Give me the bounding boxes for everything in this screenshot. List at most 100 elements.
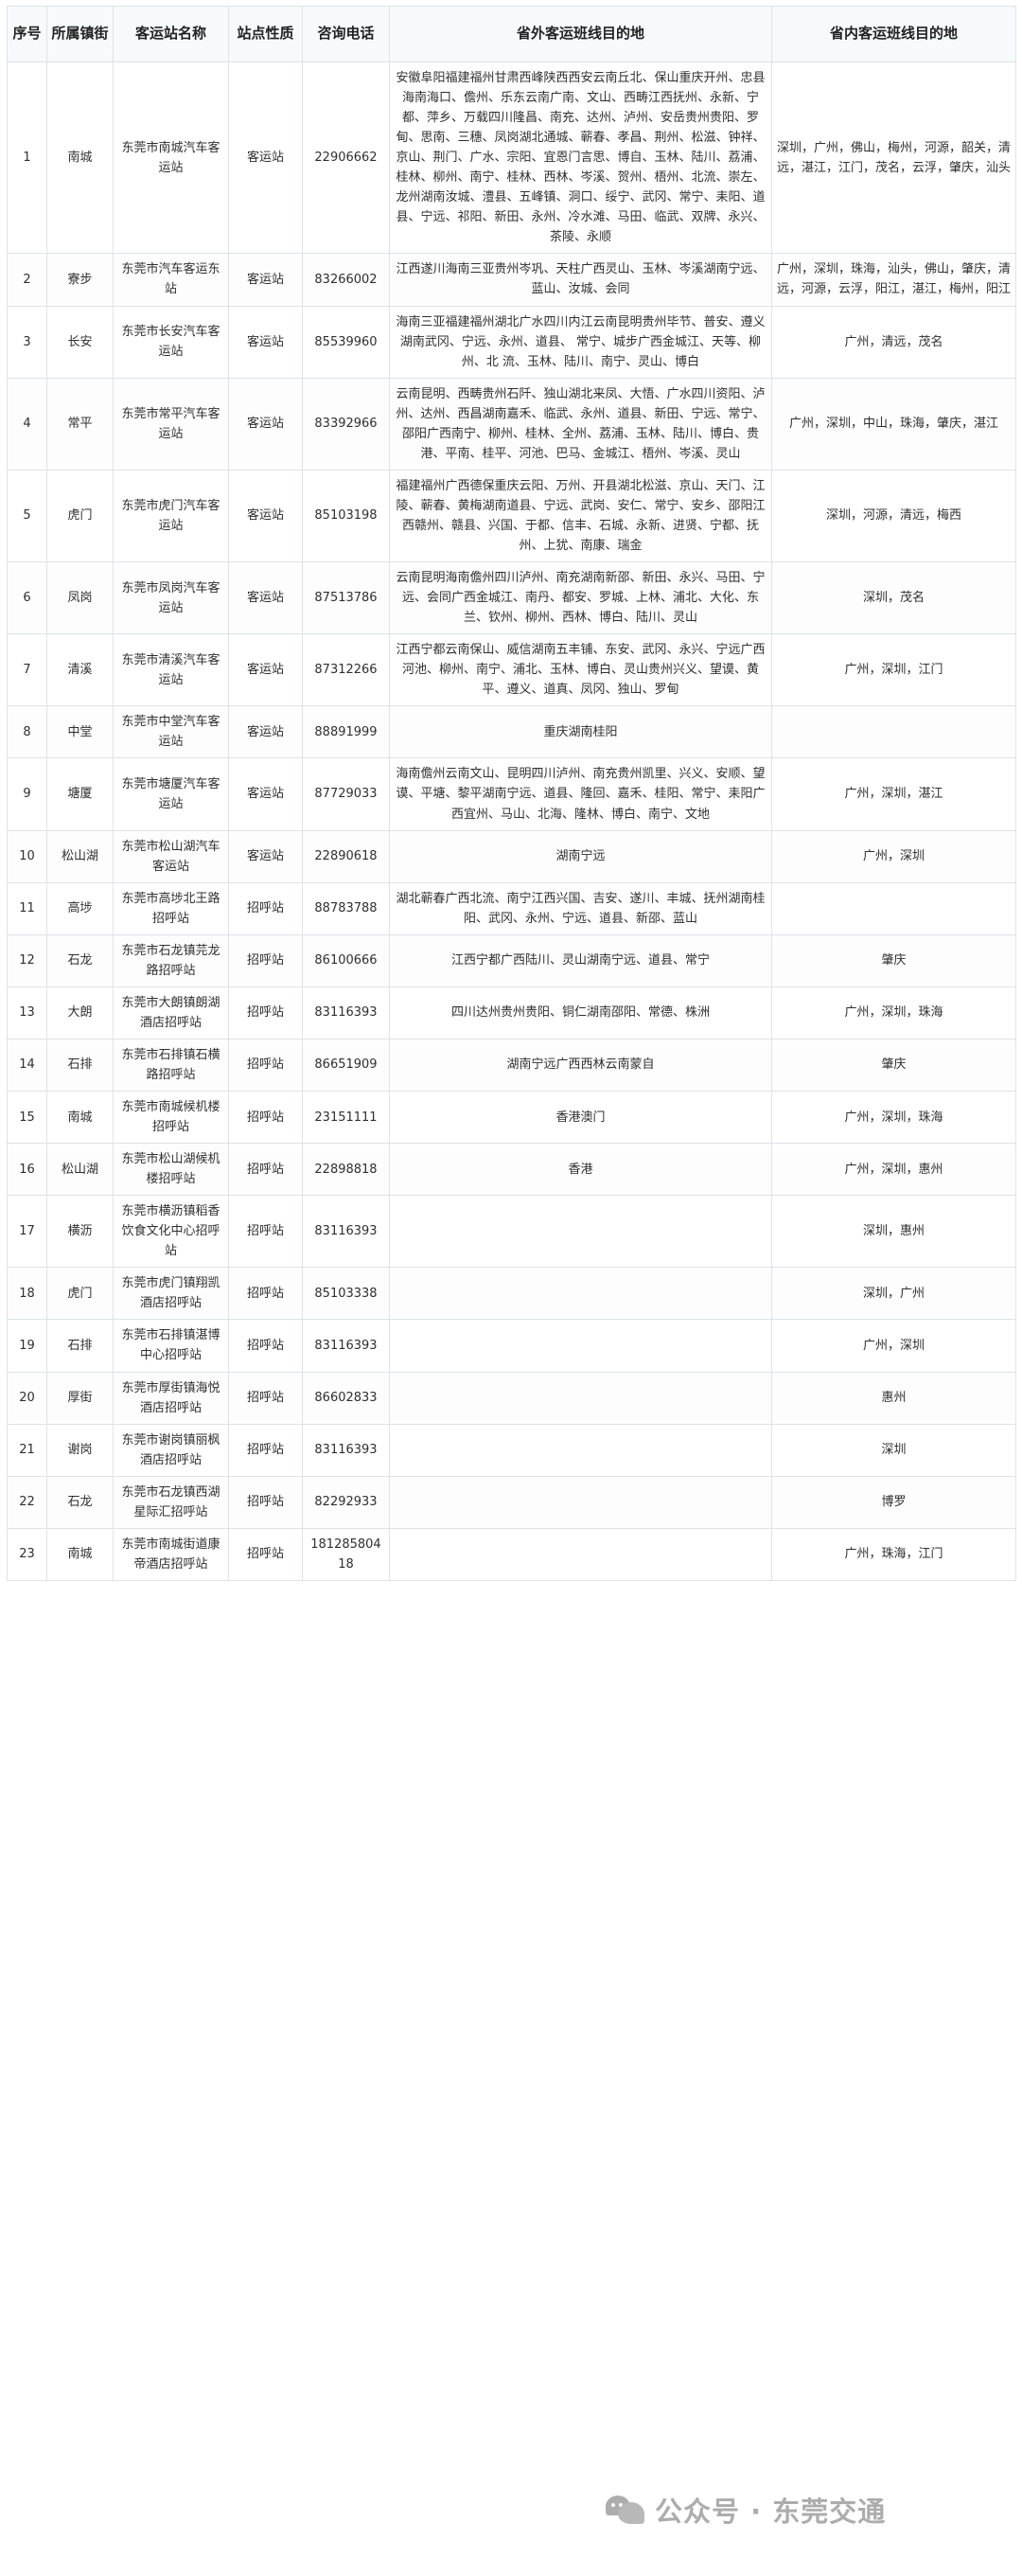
table-row: 8 中堂 东莞市中堂汽车客运站 客运站 88891999 重庆湖南桂阳 (7, 705, 1016, 759)
cell-phone: 86100666 (302, 933, 390, 987)
cell-phone: 85539960 (302, 305, 390, 379)
cell-out: 江西宁都云南保山、威信湖南五丰铺、东安、武冈、永兴、宁远广西河池、柳州、南宁、浦… (389, 633, 772, 707)
table-row: 1 南城 东莞市南城汽车客运站 客运站 22906662 安徽阜阳福建福州甘肃西峰陕西西安… (7, 61, 1016, 255)
cell-out (389, 1527, 772, 1581)
cell-name: 东莞市横沥镇稻香饮食文化中心招呼站 (113, 1195, 229, 1269)
watermark: 公众号 · 东莞交通 (606, 2490, 886, 2530)
cell-phone: 22890618 (302, 829, 390, 883)
cell-name: 东莞市南城候机楼招呼站 (113, 1091, 229, 1145)
cell-out (389, 1371, 772, 1425)
cell-town: 塘厦 (46, 757, 114, 831)
cell-name: 东莞市松山湖汽车客运站 (113, 829, 229, 883)
table-row: 4 常平 东莞市常平汽车客运站 客运站 83392966 云南昆明、西畴贵州石阡、独山湖北… (7, 377, 1016, 471)
cell-in: 广州，深圳，中山，珠海，肇庆，湛江 (771, 377, 1016, 471)
column-header-station-name: 客运站名称 (113, 6, 229, 62)
table-row: 15 南城 东莞市南城候机楼招呼站 招呼站 23151111 香港澳门 广州，深圳，珠海 (7, 1091, 1016, 1145)
cell-town: 谢岗 (46, 1423, 114, 1477)
table-row: 14 石排 东莞市石排镇石横路招呼站 招呼站 86651909 湖南宁远广西西林云南蒙自肇… (7, 1038, 1016, 1093)
cell-idx: 17 (7, 1195, 47, 1269)
cell-type: 招呼站 (228, 1091, 303, 1145)
cell-name: 东莞市厚街镇海悦酒店招呼站 (113, 1371, 229, 1425)
table-row: 6 凤岗 东莞市凤岗汽车客运站 客运站 87513786 云南昆明海南儋州四川泸州、南充湖… (7, 561, 1016, 635)
table-body: 1 南城 东莞市南城汽车客运站 客运站 22906662 安徽阜阳福建福州甘肃西峰陕西西安… (7, 61, 1016, 1581)
cell-name: 东莞市石排镇石横路招呼站 (113, 1038, 229, 1093)
table-row: 11 高埗 东莞市高埗北王路招呼站 招呼站 88783788 湖北蕲春广西北流、南宁江西兴… (7, 881, 1016, 935)
cell-phone: 86651909 (302, 1038, 390, 1093)
column-header-phone: 咨询电话 (302, 6, 390, 62)
cell-idx: 22 (7, 1475, 47, 1529)
cell-name: 东莞市凤岗汽车客运站 (113, 561, 229, 635)
cell-idx: 18 (7, 1267, 47, 1321)
cell-type: 客运站 (228, 377, 303, 471)
cell-out: 香港 (389, 1143, 772, 1197)
cell-in: 广州，深圳，湛江 (771, 757, 1016, 831)
cell-name: 东莞市石排镇湛博中心招呼站 (113, 1319, 229, 1373)
cell-type: 客运站 (228, 61, 303, 255)
table-header: 序号 所属镇街 客运站名称 站点性质 咨询电话 省外客运班线目的地 省内客运班线… (7, 6, 1016, 62)
cell-in: 广州，深圳 (771, 829, 1016, 883)
cell-in: 肇庆 (771, 1038, 1016, 1093)
cell-in: 广州，深圳，珠海 (771, 986, 1016, 1039)
cell-out: 湖北蕲春广西北流、南宁江西兴国、吉安、遂川、丰城、抚州湖南桂阳、武冈、永州、宁远… (389, 881, 772, 935)
cell-name: 东莞市石龙镇芫龙路招呼站 (113, 933, 229, 987)
cell-town: 石龙 (46, 1475, 114, 1529)
cell-type: 客运站 (228, 469, 303, 563)
cell-idx: 11 (7, 881, 47, 935)
cell-type: 招呼站 (228, 1527, 303, 1581)
wechat-chat-bubbles-icon (606, 2494, 645, 2526)
cell-type: 客运站 (228, 561, 303, 635)
cell-phone: 85103338 (302, 1267, 390, 1321)
watermark-label: 公众号 · 东莞交通 (655, 2496, 887, 2528)
cell-out: 四川达州贵州贵阳、铜仁湖南邵阳、常德、株洲 (389, 986, 772, 1039)
table-row: 23 南城 东莞市南城街道康帝酒店招呼站 招呼站 18128580418 广州，珠海，江门 (7, 1527, 1016, 1581)
cell-out: 海南三亚福建福州湖北广水四川内江云南昆明贵州毕节、普安、遵义湖南武冈、宁远、永州… (389, 305, 772, 379)
cell-phone: 83266002 (302, 253, 390, 307)
cell-idx: 21 (7, 1423, 47, 1477)
cell-in: 广州，深圳，珠海，汕头，佛山，肇庆，清远，河源，云浮，阳江，湛江，梅州，阳江 (771, 253, 1016, 307)
cell-in: 广州，深圳，江门 (771, 633, 1016, 707)
cell-in: 深圳，广州 (771, 1267, 1016, 1321)
column-header-station-type: 站点性质 (228, 6, 303, 62)
cell-name: 东莞市长安汽车客运站 (113, 305, 229, 379)
cell-out: 香港澳门 (389, 1091, 772, 1145)
cell-town: 凤岗 (46, 561, 114, 635)
cell-in: 深圳，茂名 (771, 561, 1016, 635)
cell-type: 招呼站 (228, 1195, 303, 1269)
cell-out: 江西遂川海南三亚贵州岑巩、天柱广西灵山、玉林、岑溪湖南宁远、蓝山、汝城、会同 (389, 253, 772, 307)
table-row: 9 塘厦 东莞市塘厦汽车客运站 客运站 87729033 海南儋州云南文山、昆明四川泸州、… (7, 757, 1016, 831)
column-header-in-province: 省内客运班线目的地 (771, 6, 1016, 62)
cell-phone: 83116393 (302, 1195, 390, 1269)
cell-out: 云南昆明海南儋州四川泸州、南充湖南新邵、新田、永兴、马田、宁远、会同广西金城江、… (389, 561, 772, 635)
cell-idx: 4 (7, 377, 47, 471)
cell-type: 招呼站 (228, 1143, 303, 1197)
table-row: 7 清溪 东莞市清溪汽车客运站 客运站 87312266 江西宁都云南保山、威信湖南五丰铺… (7, 633, 1016, 707)
table-row: 19 石排 东莞市石排镇湛博中心招呼站 招呼站 83116393 广州，深圳 (7, 1319, 1016, 1373)
cell-out: 湖南宁远 (389, 829, 772, 883)
cell-type: 客运站 (228, 253, 303, 307)
cell-idx: 13 (7, 986, 47, 1039)
bus-station-table: 序号 所属镇街 客运站名称 站点性质 咨询电话 省外客运班线目的地 省内客运班线… (7, 6, 1016, 1581)
cell-in: 广州，清远，茂名 (771, 305, 1016, 379)
cell-out: 安徽阜阳福建福州甘肃西峰陕西西安云南丘北、保山重庆开州、忠县海南海口、儋州、乐东… (389, 61, 772, 255)
cell-phone: 85103198 (302, 469, 390, 563)
cell-phone: 22906662 (302, 61, 390, 255)
cell-name: 东莞市虎门镇翔凯酒店招呼站 (113, 1267, 229, 1321)
cell-name: 东莞市南城汽车客运站 (113, 61, 229, 255)
cell-town: 清溪 (46, 633, 114, 707)
table-row: 21 谢岗 东莞市谢岗镇丽枫酒店招呼站 招呼站 83116393 深圳 (7, 1423, 1016, 1477)
table-row: 2 寮步 东莞市汽车客运东站 客运站 83266002 江西遂川海南三亚贵州岑巩、天柱广西… (7, 253, 1016, 307)
cell-idx: 23 (7, 1527, 47, 1581)
cell-phone: 87729033 (302, 757, 390, 831)
cell-town: 松山湖 (46, 1143, 114, 1197)
cell-type: 招呼站 (228, 881, 303, 935)
cell-name: 东莞市石龙镇西湖星际汇招呼站 (113, 1475, 229, 1529)
cell-out: 江西宁都广西陆川、灵山湖南宁远、道县、常宁 (389, 933, 772, 987)
cell-town: 石排 (46, 1319, 114, 1373)
cell-in: 广州，深圳，惠州 (771, 1143, 1016, 1197)
cell-in: 深圳，广州，佛山，梅州，河源，韶关，清远，湛江，江门，茂名，云浮，肇庆，汕头 (771, 61, 1016, 255)
cell-phone: 86602833 (302, 1371, 390, 1425)
cell-phone: 83392966 (302, 377, 390, 471)
cell-name: 东莞市松山湖候机楼招呼站 (113, 1143, 229, 1197)
cell-town: 寮步 (46, 253, 114, 307)
